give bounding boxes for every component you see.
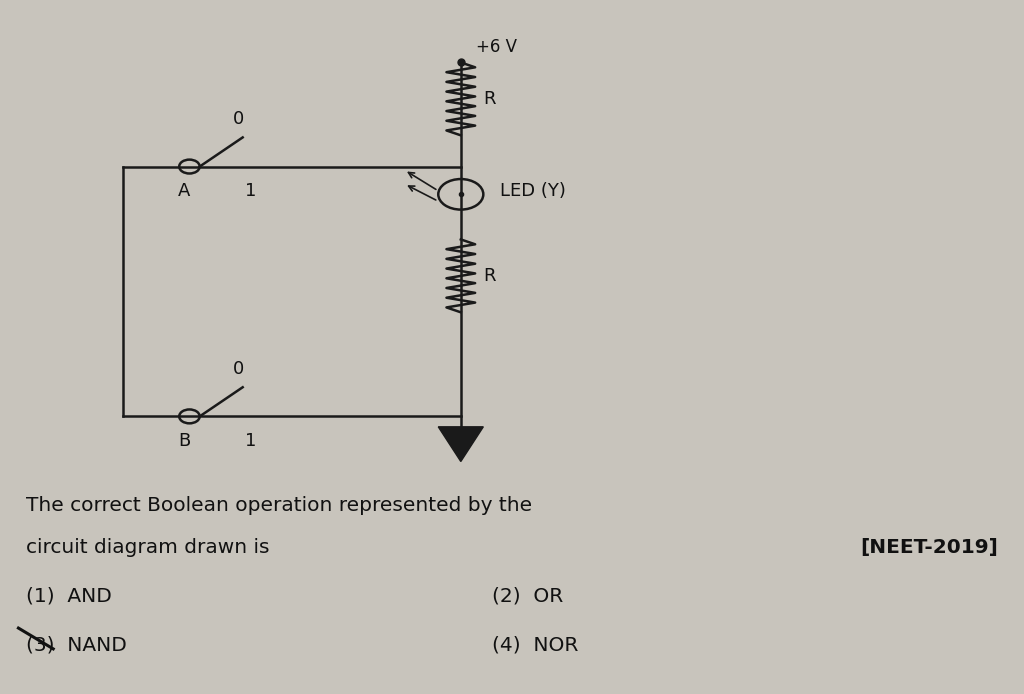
Text: 1: 1	[245, 432, 257, 450]
Text: (4)  NOR: (4) NOR	[492, 635, 578, 654]
Text: (1)  AND: (1) AND	[26, 586, 112, 605]
Text: +6 V: +6 V	[476, 37, 517, 56]
Text: B: B	[178, 432, 190, 450]
Text: R: R	[483, 267, 496, 285]
Text: R: R	[483, 90, 496, 108]
Text: (3)  NAND: (3) NAND	[26, 635, 127, 654]
Text: circuit diagram drawn is: circuit diagram drawn is	[26, 538, 269, 557]
Text: [NEET-2019]: [NEET-2019]	[860, 538, 998, 557]
Text: A: A	[178, 182, 190, 200]
Text: 0: 0	[233, 110, 244, 128]
Text: (2)  OR: (2) OR	[492, 586, 563, 605]
Text: LED (Y): LED (Y)	[500, 182, 565, 200]
Text: 1: 1	[245, 182, 257, 200]
Text: 0: 0	[233, 360, 244, 378]
Text: The correct Boolean operation represented by the: The correct Boolean operation represente…	[26, 496, 531, 515]
Polygon shape	[438, 427, 483, 462]
